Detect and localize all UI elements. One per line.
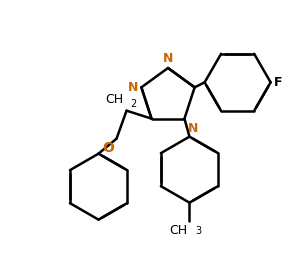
Text: CH: CH xyxy=(169,224,188,237)
Text: 3: 3 xyxy=(196,226,202,236)
Text: F: F xyxy=(274,76,282,89)
Text: N: N xyxy=(128,81,138,94)
Text: O: O xyxy=(103,141,115,155)
Text: 2: 2 xyxy=(130,99,137,109)
Text: N: N xyxy=(163,52,173,65)
Text: N: N xyxy=(188,122,198,135)
Text: CH: CH xyxy=(105,93,123,106)
